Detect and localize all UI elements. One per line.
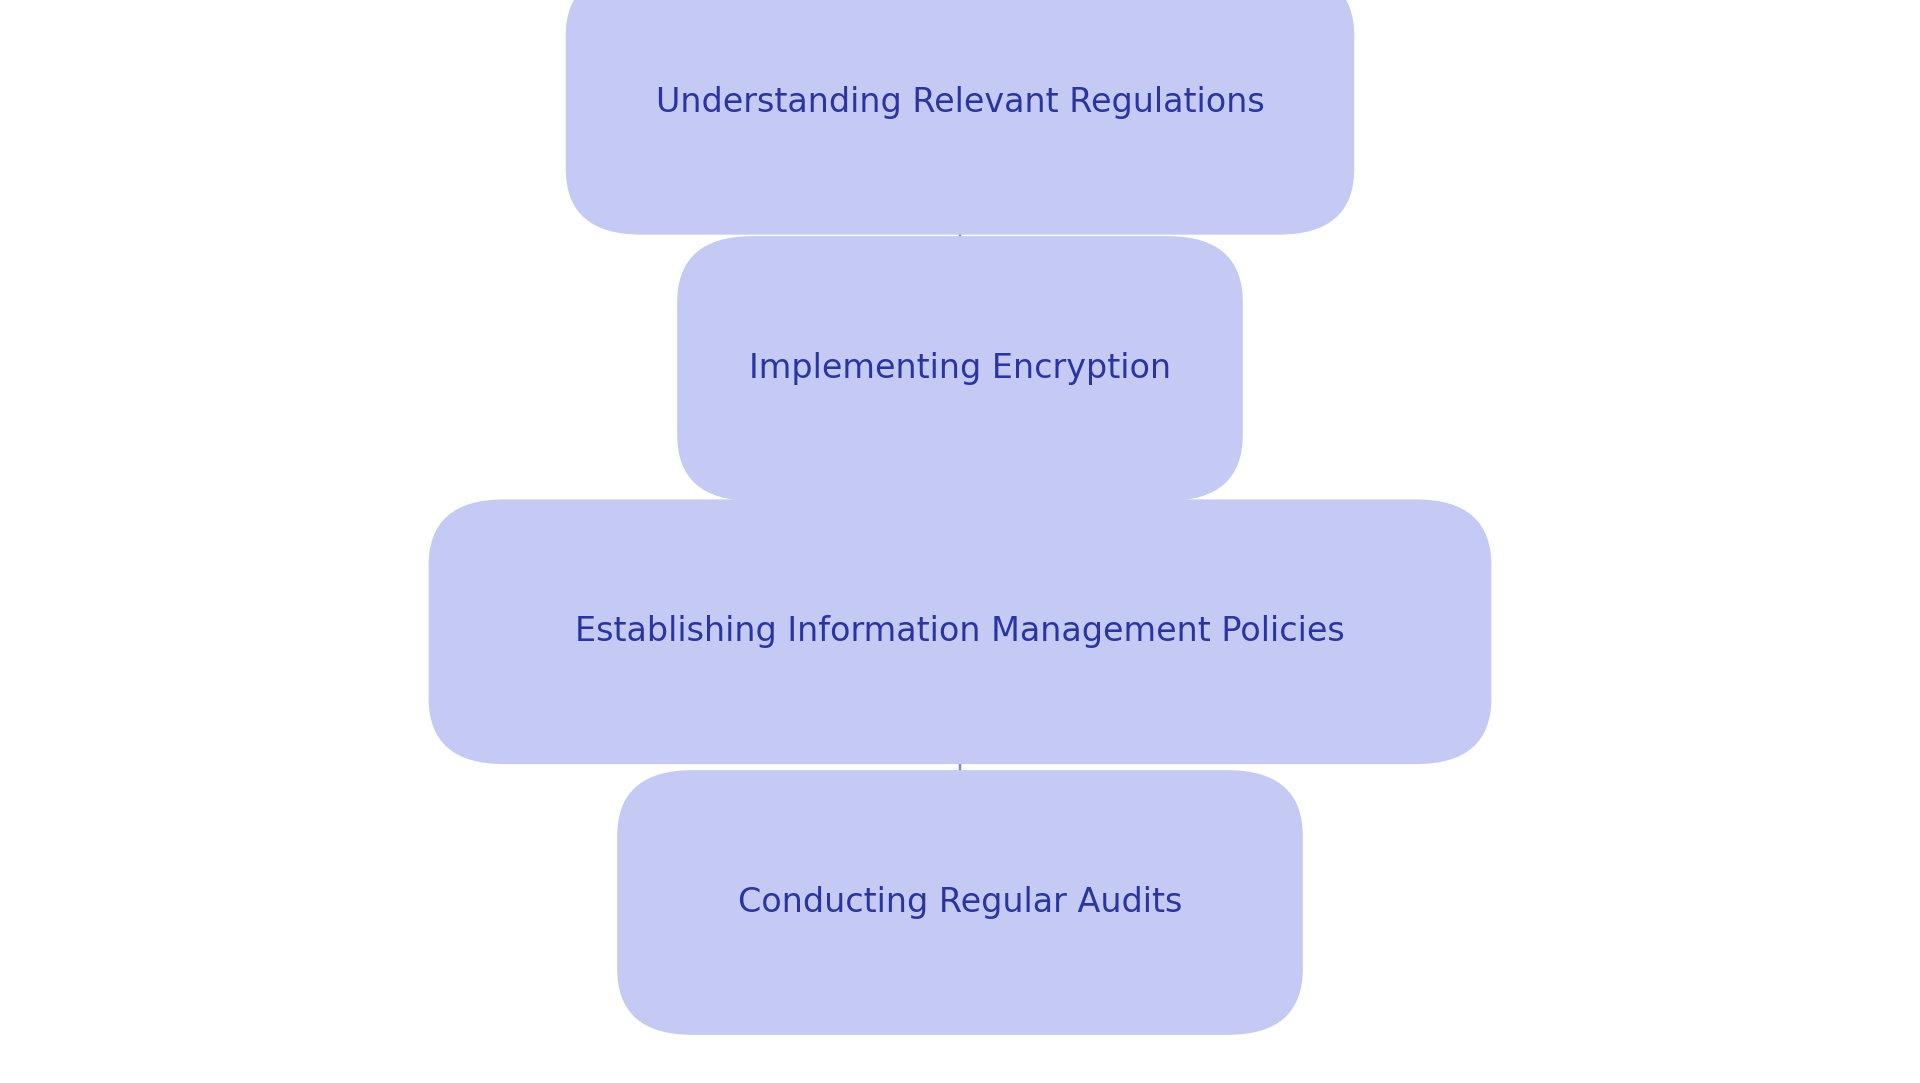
Text: Implementing Encryption: Implementing Encryption — [749, 352, 1171, 386]
Text: Understanding Relevant Regulations: Understanding Relevant Regulations — [655, 86, 1265, 119]
FancyBboxPatch shape — [678, 236, 1242, 500]
Text: Conducting Regular Audits: Conducting Regular Audits — [737, 886, 1183, 919]
FancyBboxPatch shape — [566, 0, 1354, 235]
Text: Establishing Information Management Policies: Establishing Information Management Poli… — [576, 615, 1344, 649]
FancyBboxPatch shape — [428, 499, 1492, 765]
FancyBboxPatch shape — [616, 770, 1304, 1035]
